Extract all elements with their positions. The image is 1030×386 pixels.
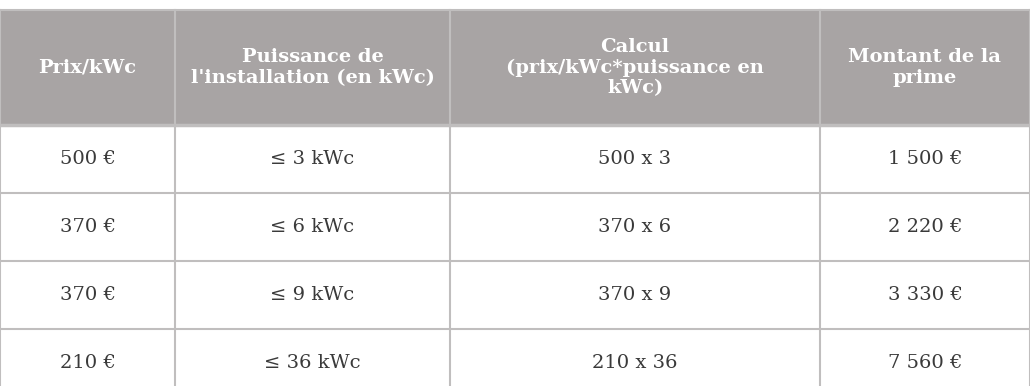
Bar bbox=[175, 125, 450, 193]
Text: 500 €: 500 € bbox=[60, 150, 115, 168]
Bar bbox=[175, 10, 450, 125]
Bar bbox=[820, 329, 1030, 386]
Text: Montant de la
prime: Montant de la prime bbox=[849, 48, 1001, 87]
Bar bbox=[175, 329, 450, 386]
Bar bbox=[175, 261, 450, 329]
Text: 370 x 6: 370 x 6 bbox=[598, 218, 672, 236]
Text: 370 €: 370 € bbox=[60, 218, 115, 236]
Text: ≤ 9 kWc: ≤ 9 kWc bbox=[270, 286, 354, 304]
Text: 210 €: 210 € bbox=[60, 354, 115, 372]
Bar bbox=[0, 125, 175, 193]
Text: ≤ 6 kWc: ≤ 6 kWc bbox=[271, 218, 354, 236]
Text: 500 x 3: 500 x 3 bbox=[598, 150, 672, 168]
Text: Prix/kWc: Prix/kWc bbox=[38, 59, 137, 76]
Bar bbox=[450, 10, 820, 125]
Text: ≤ 3 kWc: ≤ 3 kWc bbox=[270, 150, 354, 168]
Bar bbox=[820, 193, 1030, 261]
Text: 3 330 €: 3 330 € bbox=[888, 286, 962, 304]
Text: 370 x 9: 370 x 9 bbox=[598, 286, 672, 304]
Bar bbox=[450, 329, 820, 386]
Text: Calcul
(prix/kWc*puissance en
kWc): Calcul (prix/kWc*puissance en kWc) bbox=[506, 37, 764, 97]
Bar bbox=[820, 261, 1030, 329]
Text: 210 x 36: 210 x 36 bbox=[592, 354, 678, 372]
Bar bbox=[0, 261, 175, 329]
Bar bbox=[0, 10, 175, 125]
Bar bbox=[0, 329, 175, 386]
Text: 370 €: 370 € bbox=[60, 286, 115, 304]
Text: 7 560 €: 7 560 € bbox=[888, 354, 962, 372]
Text: Puissance de
l'installation (en kWc): Puissance de l'installation (en kWc) bbox=[191, 48, 435, 87]
Bar bbox=[175, 193, 450, 261]
Text: 2 220 €: 2 220 € bbox=[888, 218, 962, 236]
Bar bbox=[450, 261, 820, 329]
Bar bbox=[0, 193, 175, 261]
Bar bbox=[450, 125, 820, 193]
Bar bbox=[820, 10, 1030, 125]
Text: 1 500 €: 1 500 € bbox=[888, 150, 962, 168]
Bar bbox=[820, 125, 1030, 193]
Bar bbox=[450, 193, 820, 261]
Text: ≤ 36 kWc: ≤ 36 kWc bbox=[264, 354, 360, 372]
